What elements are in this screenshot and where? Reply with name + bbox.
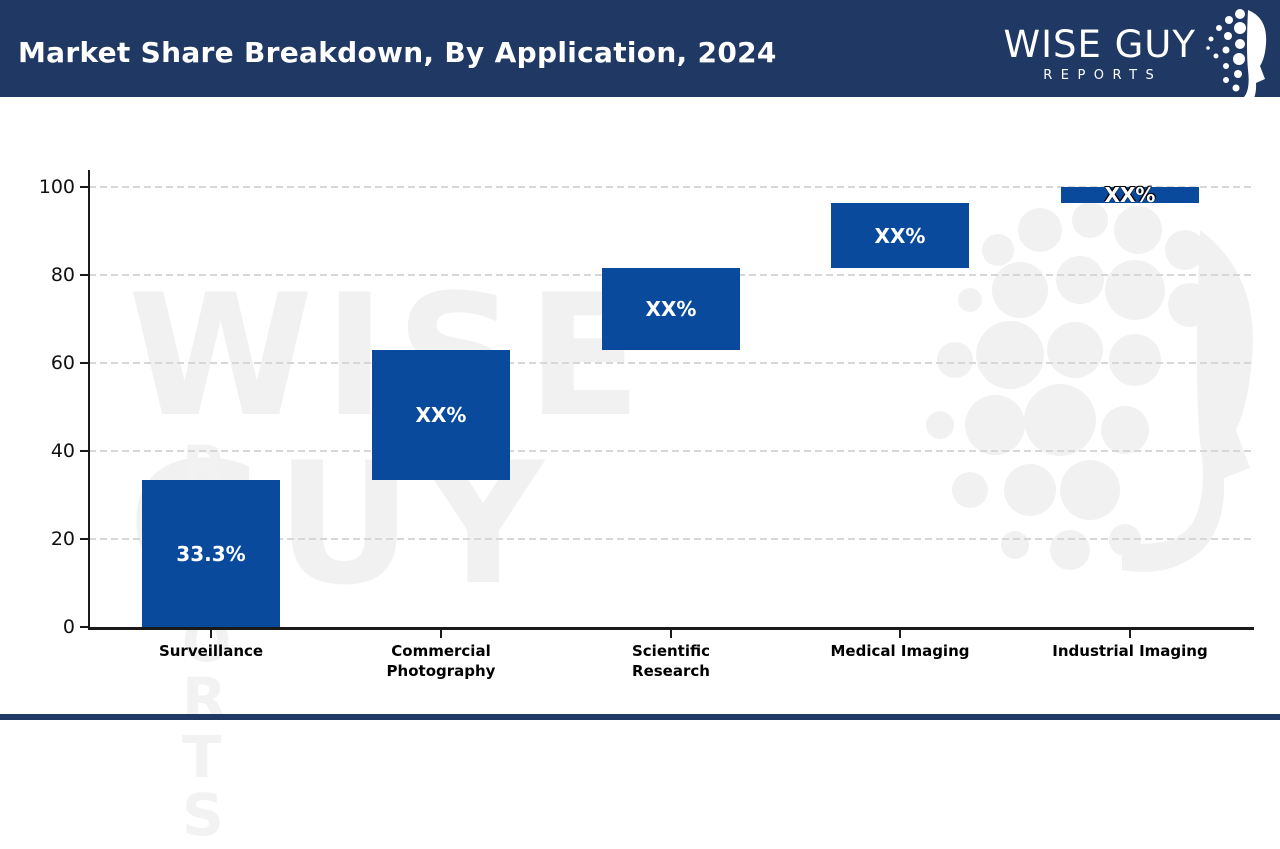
- bar-value-label: XX%: [645, 297, 697, 322]
- bar-value-label: XX%: [874, 223, 926, 248]
- x-axis-tick-mark: [899, 630, 901, 638]
- y-axis-tick-mark: [80, 274, 88, 276]
- logo-reports-text: REPORTS: [1043, 68, 1163, 83]
- y-axis-tick-label: 20: [50, 528, 75, 550]
- y-axis-line: [88, 170, 90, 629]
- x-axis-category-label: Scientific Research: [631, 642, 710, 681]
- wise-guy-logo: WISE GUY REPORTS: [1004, 4, 1268, 98]
- page-title: Market Share Breakdown, By Application, …: [18, 36, 777, 69]
- bar-value-label: XX%: [1104, 183, 1156, 208]
- x-axis-category-label: Industrial Imaging: [1052, 642, 1208, 660]
- bar-scientific-research: XX%: [602, 268, 740, 350]
- bar-commercial-photography: XX%: [372, 349, 510, 481]
- footer-bar: [0, 714, 1280, 720]
- y-axis-tick-mark: [80, 450, 88, 452]
- x-axis-tick-mark: [210, 630, 212, 638]
- bar-value-label: 33.3%: [176, 541, 246, 566]
- x-axis-tick-mark: [1129, 630, 1131, 638]
- y-axis-tick-label: 80: [50, 264, 75, 286]
- y-axis-tick-label: 0: [62, 616, 75, 638]
- y-axis-tick-label: 100: [38, 176, 75, 198]
- y-axis-tick-mark: [80, 186, 88, 188]
- y-axis-tick-mark: [80, 538, 88, 540]
- gridline-y40: [89, 450, 1253, 452]
- logo-text: WISE GUY REPORTS: [1004, 26, 1196, 83]
- y-axis-tick-mark: [80, 626, 88, 628]
- waterfall-chart: 0 20 40 60 80 100 33.3% Surveillance XX% Commerci…: [38, 170, 1254, 681]
- bar-value-label: XX%: [415, 403, 467, 428]
- gridline-y60: [89, 362, 1253, 364]
- bar-surveillance: 33.3%: [142, 480, 280, 627]
- x-axis-tick-mark: [670, 630, 672, 638]
- bar-medical-imaging: XX%: [831, 203, 969, 269]
- header-bar: Market Share Breakdown, By Application, …: [0, 0, 1280, 98]
- x-axis-category-label: Surveillance: [158, 642, 264, 660]
- x-axis-tick-mark: [440, 630, 442, 638]
- y-axis-tick-label: 60: [50, 352, 75, 374]
- dotted-head-profile-icon: [1206, 9, 1267, 98]
- y-axis-tick-label: 40: [50, 440, 75, 462]
- x-axis-category-label: Medical Imaging: [830, 642, 970, 660]
- bar-industrial-imaging: XX%: [1061, 183, 1199, 207]
- y-axis-tick-mark: [80, 362, 88, 364]
- x-axis-category-label: Commercial Photography: [386, 642, 496, 681]
- gridline-y20: [89, 538, 1253, 540]
- x-axis-line: [88, 627, 1254, 630]
- gridline-y100: [89, 186, 1253, 188]
- logo-brand-text: WISE GUY: [1003, 23, 1196, 66]
